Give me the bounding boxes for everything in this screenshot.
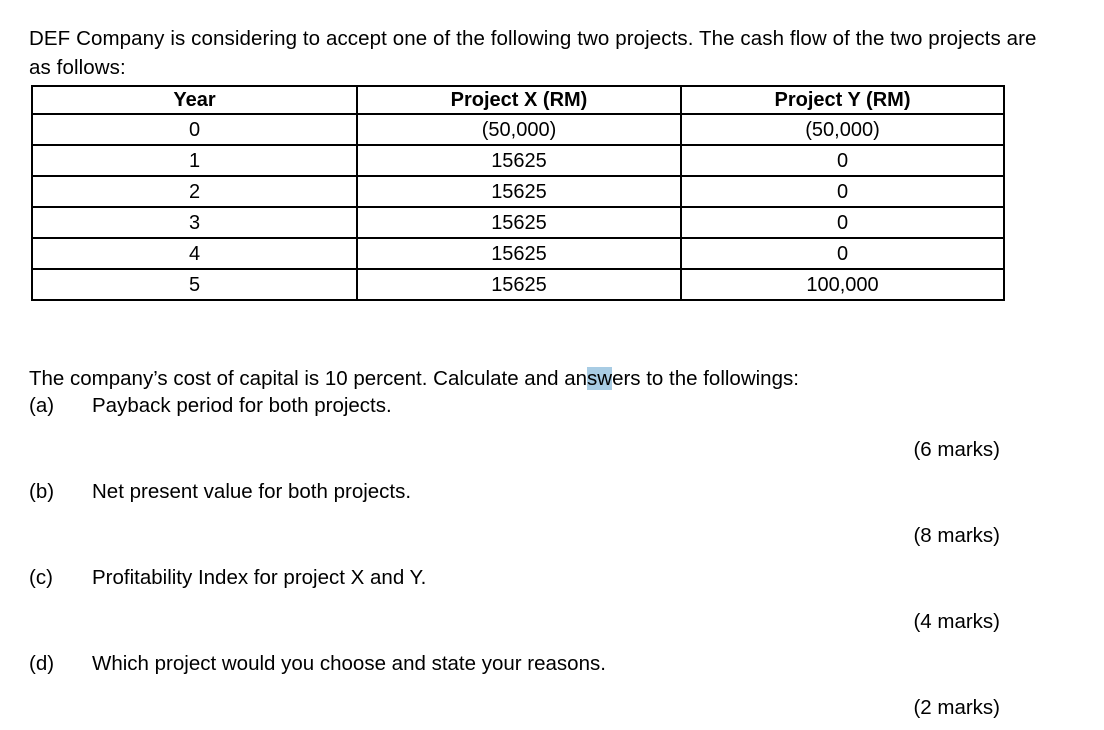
cell-project-y: 0 [680, 175, 1005, 208]
capital-line-text-after: ers to the followings: [612, 366, 799, 390]
question-label: (a) [29, 394, 55, 417]
question-row: (b) Net present value for both projects. [29, 478, 1039, 506]
cell-year: 5 [31, 268, 358, 301]
table-row: 4 15625 0 [31, 237, 1005, 270]
question-text: Net present value for both projects. [92, 480, 412, 503]
table-header-row: Year Project X (RM) Project Y (RM) [31, 85, 1005, 115]
question-row: (d) Which project would you choose and st… [29, 650, 1039, 678]
column-header-project-y: Project Y (RM) [680, 85, 1005, 115]
question-item-b: (b) Net present value for both projects. … [29, 478, 1039, 550]
column-header-year: Year [31, 85, 358, 115]
question-marks: (2 marks) [913, 696, 1000, 719]
table-row: 3 15625 0 [31, 206, 1005, 239]
table-body: 0 (50,000) (50,000) 1 15625 0 2 15625 0 … [31, 113, 1005, 301]
intro-paragraph: DEF Company is considering to accept one… [29, 26, 1037, 79]
cell-year: 1 [31, 144, 358, 177]
cell-year: 2 [31, 175, 358, 208]
cell-project-x: 15625 [356, 237, 682, 270]
question-item-d: (d) Which project would you choose and st… [29, 650, 1039, 722]
capital-line-text-before: The company’s cost of capital is 10 perc… [29, 366, 587, 390]
cell-project-x: (50,000) [356, 113, 682, 146]
cell-project-y: 0 [680, 237, 1005, 270]
cell-project-y: (50,000) [680, 113, 1005, 146]
question-row: (a) Payback period for both projects. [29, 392, 1039, 420]
question-text: Profitability Index for project X and Y. [92, 566, 427, 589]
cell-project-x: 15625 [356, 144, 682, 177]
cell-year: 3 [31, 206, 358, 239]
cost-of-capital-line: The company’s cost of capital is 10 perc… [29, 365, 799, 393]
cash-flow-table: Year Project X (RM) Project Y (RM) 0 (50… [31, 85, 1005, 301]
table-row: 5 15625 100,000 [31, 268, 1005, 301]
question-row: (c) Profitability Index for project X and… [29, 564, 1039, 592]
question-text: Which project would you choose and state… [92, 652, 606, 675]
cell-year: 4 [31, 237, 358, 270]
text-selection-highlight: sw [587, 366, 613, 390]
cell-year: 0 [31, 113, 358, 146]
cell-project-y: 0 [680, 206, 1005, 239]
cell-project-y: 100,000 [680, 268, 1005, 301]
cell-project-x: 15625 [356, 206, 682, 239]
question-marks: (8 marks) [913, 524, 1000, 547]
question-label: (d) [29, 652, 55, 675]
cell-project-x: 15625 [356, 268, 682, 301]
question-label: (b) [29, 480, 55, 503]
table-header: Year Project X (RM) Project Y (RM) [31, 85, 1005, 115]
table-row: 2 15625 0 [31, 175, 1005, 208]
question-text: Payback period for both projects. [92, 394, 392, 417]
table-row: 1 15625 0 [31, 144, 1005, 177]
cell-project-y: 0 [680, 144, 1005, 177]
question-label: (c) [29, 566, 53, 589]
question-marks: (4 marks) [913, 610, 1000, 633]
question-item-a: (a) Payback period for both projects. (6 … [29, 392, 1039, 464]
question-item-c: (c) Profitability Index for project X and… [29, 564, 1039, 636]
question-marks: (6 marks) [913, 438, 1000, 461]
table-row: 0 (50,000) (50,000) [31, 113, 1005, 146]
column-header-project-x: Project X (RM) [356, 85, 682, 115]
cell-project-x: 15625 [356, 175, 682, 208]
